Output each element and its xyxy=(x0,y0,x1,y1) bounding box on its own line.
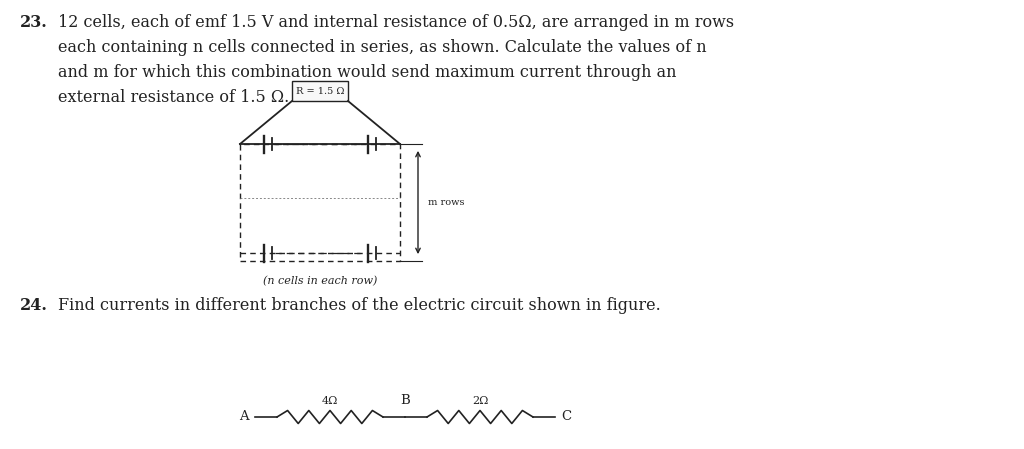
Bar xyxy=(292,81,348,101)
Text: R = 1.5 Ω: R = 1.5 Ω xyxy=(296,87,344,96)
Text: C: C xyxy=(561,410,571,423)
Text: 12 cells, each of emf 1.5 V and internal resistance of 0.5Ω, are arranged in m r: 12 cells, each of emf 1.5 V and internal… xyxy=(58,14,734,31)
Text: and m for which this combination would send maximum current through an: and m for which this combination would s… xyxy=(58,64,677,81)
Text: 24.: 24. xyxy=(20,297,48,314)
Text: (n cells in each row): (n cells in each row) xyxy=(263,276,377,286)
Text: Find currents in different branches of the electric circuit shown in figure.: Find currents in different branches of t… xyxy=(58,297,660,314)
Text: m rows: m rows xyxy=(428,198,465,207)
Text: A: A xyxy=(240,410,249,423)
Text: each containing n cells connected in series, as shown. Calculate the values of n: each containing n cells connected in ser… xyxy=(58,39,707,56)
Text: external resistance of 1.5 Ω.: external resistance of 1.5 Ω. xyxy=(58,89,289,106)
Text: 23.: 23. xyxy=(20,14,48,31)
Bar xyxy=(240,144,400,261)
Text: 2Ω: 2Ω xyxy=(472,396,488,406)
Text: 4Ω: 4Ω xyxy=(322,396,338,406)
Text: B: B xyxy=(400,394,410,407)
